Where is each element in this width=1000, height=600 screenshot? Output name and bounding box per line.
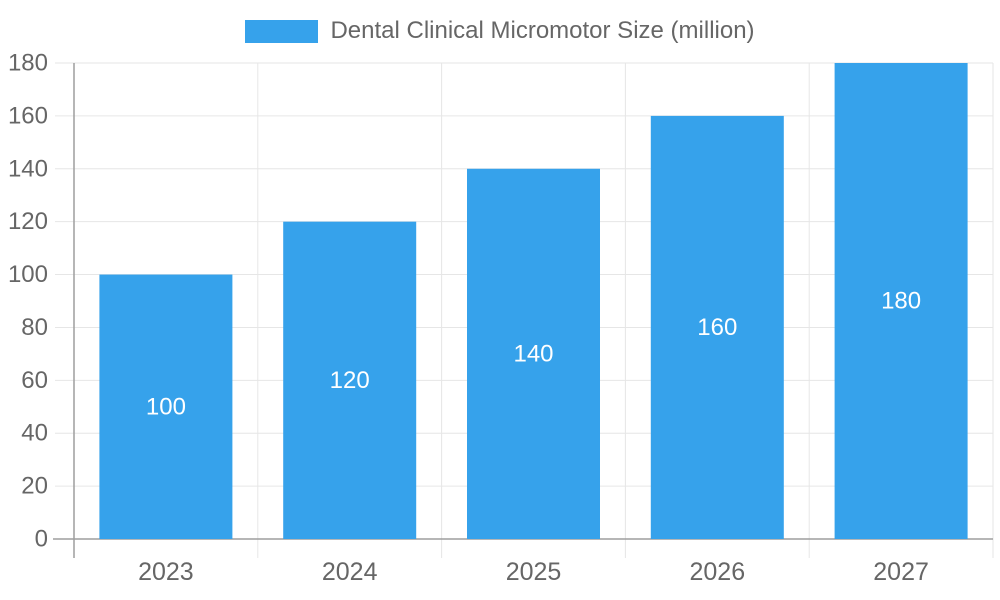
x-tick-label: 2025	[506, 558, 562, 586]
x-tick-label: 2027	[873, 558, 929, 586]
y-tick-label: 180	[8, 50, 48, 77]
legend-item[interactable]: Dental Clinical Micromotor Size (million…	[245, 17, 755, 45]
x-tick-label: 2024	[322, 558, 378, 586]
bar-2026[interactable]	[650, 115, 784, 539]
legend: Dental Clinical Micromotor Size (million…	[0, 17, 1000, 45]
x-tick-label: 2026	[689, 558, 745, 586]
y-tick-label: 20	[21, 473, 48, 500]
legend-swatch-icon	[245, 19, 319, 43]
y-tick-label: 40	[21, 420, 48, 447]
y-tick-label: 140	[8, 155, 48, 182]
x-tick-label: 2023	[138, 558, 194, 586]
y-tick-label: 120	[8, 208, 48, 235]
bar-value-label: 140	[513, 340, 553, 367]
bar-value-label: 100	[146, 393, 186, 420]
bar-2027[interactable]	[834, 63, 968, 539]
y-tick-label: 80	[21, 314, 48, 341]
y-tick-label: 0	[35, 526, 48, 553]
bar-2025[interactable]	[467, 168, 600, 539]
y-tick-label: 160	[8, 102, 48, 129]
bar-value-label: 120	[330, 367, 370, 394]
bar-2024[interactable]	[283, 221, 417, 539]
bar-value-label: 180	[881, 288, 921, 315]
bar-2023[interactable]	[99, 274, 233, 539]
legend-label: Dental Clinical Micromotor Size (million…	[330, 17, 755, 44]
y-tick-label: 100	[8, 261, 48, 288]
bar-value-label: 160	[697, 314, 737, 341]
y-tick-label: 60	[21, 367, 48, 394]
